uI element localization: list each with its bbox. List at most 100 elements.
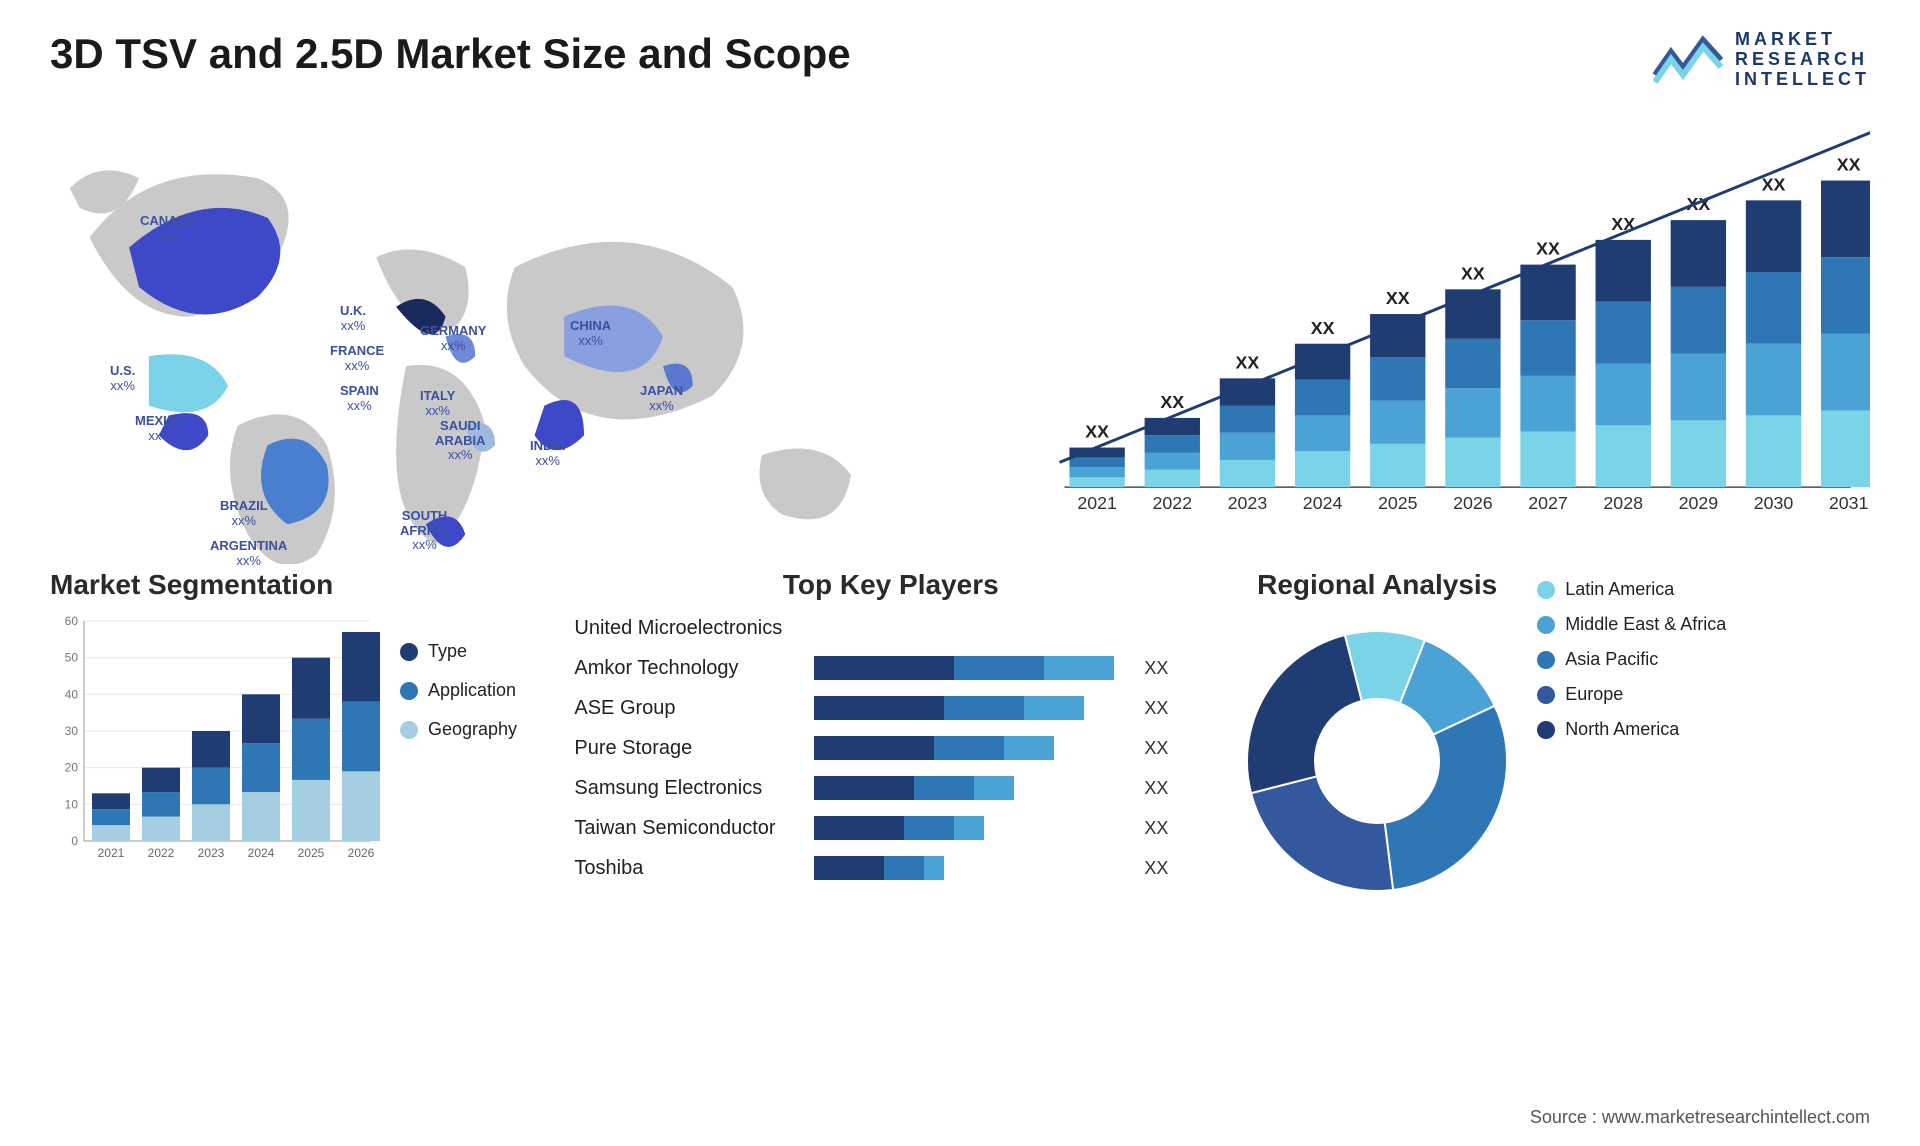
legend-label: Middle East & Africa xyxy=(1565,614,1726,635)
growth-bar-value: XX xyxy=(1461,264,1485,284)
growth-year-label: 2026 xyxy=(1453,493,1493,513)
seg-year-label: 2023 xyxy=(198,846,225,860)
legend-dot-icon xyxy=(1537,721,1555,739)
growth-bar-value: XX xyxy=(1235,353,1259,373)
regional-donut-chart xyxy=(1237,611,1517,891)
player-bar xyxy=(814,616,1134,640)
growth-bar-value: XX xyxy=(1686,195,1710,215)
player-bar-segment xyxy=(934,736,1004,760)
legend-dot-icon xyxy=(400,682,418,700)
growth-year-label: 2021 xyxy=(1077,493,1117,513)
map-label: ITALYxx% xyxy=(420,389,455,418)
seg-year-label: 2025 xyxy=(298,846,325,860)
growth-year-label: 2031 xyxy=(1828,493,1868,513)
segmentation-title: Market Segmentation xyxy=(50,569,544,601)
growth-year-label: 2027 xyxy=(1528,493,1568,513)
legend-dot-icon xyxy=(1537,581,1555,599)
seg-ytick: 20 xyxy=(65,761,79,775)
segmentation-panel: Market Segmentation 0 10 20 30 40 50 60 2021 202… xyxy=(50,569,544,891)
seg-legend-item: Type xyxy=(400,641,517,662)
player-name: ASE Group xyxy=(574,697,804,720)
regional-legend-item: North America xyxy=(1537,719,1726,740)
player-bar xyxy=(814,696,1134,720)
page-title: 3D TSV and 2.5D Market Size and Scope xyxy=(50,30,851,78)
player-bar-segment xyxy=(814,696,944,720)
growth-bar-value: XX xyxy=(1385,289,1409,309)
regional-legend-item: Asia Pacific xyxy=(1537,649,1726,670)
map-label: SOUTHAFRICAxx% xyxy=(400,509,449,552)
player-row: ASE Group XX xyxy=(574,691,1207,725)
map-label: SAUDIARABIAxx% xyxy=(435,419,486,462)
growth-year-label: 2028 xyxy=(1603,493,1643,513)
player-bar-segment xyxy=(814,776,914,800)
seg-ytick: 10 xyxy=(65,798,79,812)
player-bar-segment xyxy=(1004,736,1054,760)
legend-label: Geography xyxy=(428,719,517,740)
player-bar-segment xyxy=(924,856,944,880)
seg-ytick: 60 xyxy=(65,614,79,628)
seg-legend-item: Application xyxy=(400,680,517,701)
legend-label: Application xyxy=(428,680,516,701)
seg-year-label: 2026 xyxy=(348,846,375,860)
growth-chart: 2021XX2022XX2023XX2024XX2025XX2026XX2027… xyxy=(1020,109,1870,529)
legend-label: Asia Pacific xyxy=(1565,649,1658,670)
seg-ytick: 40 xyxy=(65,688,79,702)
player-name: United Microelectronics xyxy=(574,617,804,640)
player-value: XX xyxy=(1144,778,1168,799)
player-bar-segment xyxy=(814,736,934,760)
growth-bar-value: XX xyxy=(1160,392,1184,412)
player-bar-segment xyxy=(974,776,1014,800)
legend-dot-icon xyxy=(400,721,418,739)
growth-year-label: 2029 xyxy=(1678,493,1718,513)
seg-ytick: 50 xyxy=(65,651,79,665)
donut-slice xyxy=(1247,635,1362,793)
map-label: CANADAxx% xyxy=(140,214,196,243)
logo-line2: RESEARCH xyxy=(1735,50,1870,70)
logo-mark-icon xyxy=(1653,30,1723,85)
seg-ytick: 30 xyxy=(65,724,79,738)
world-map-icon xyxy=(50,109,980,564)
player-name: Amkor Technology xyxy=(574,657,804,680)
segmentation-legend: Type Application Geography xyxy=(400,611,517,871)
map-label: ARGENTINAxx% xyxy=(210,539,287,568)
player-row: Pure Storage XX xyxy=(574,731,1207,765)
legend-label: Latin America xyxy=(1565,579,1674,600)
regional-legend-item: Latin America xyxy=(1537,579,1726,600)
regional-title: Regional Analysis xyxy=(1237,569,1517,601)
player-bar-segment xyxy=(904,816,954,840)
regional-legend: Latin America Middle East & Africa Asia Pa… xyxy=(1537,569,1726,891)
player-bar-segment xyxy=(944,696,1024,720)
regional-legend-item: Europe xyxy=(1537,684,1726,705)
player-value: XX xyxy=(1144,698,1168,719)
seg-ytick: 0 xyxy=(71,834,78,848)
player-value: XX xyxy=(1144,738,1168,759)
player-bar xyxy=(814,656,1134,680)
player-name: Toshiba xyxy=(574,857,804,880)
seg-year-label: 2024 xyxy=(248,846,275,860)
growth-bar-value: XX xyxy=(1310,318,1334,338)
map-label: U.K.xx% xyxy=(340,304,366,333)
legend-dot-icon xyxy=(400,643,418,661)
growth-year-label: 2025 xyxy=(1378,493,1418,513)
player-row: United Microelectronics xyxy=(574,611,1207,645)
regional-legend-item: Middle East & Africa xyxy=(1537,614,1726,635)
map-label: FRANCExx% xyxy=(330,344,384,373)
player-bar-segment xyxy=(1024,696,1084,720)
source-attribution: Source : www.marketresearchintellect.com xyxy=(1530,1107,1870,1128)
legend-dot-icon xyxy=(1537,686,1555,704)
growth-bar-value: XX xyxy=(1836,155,1860,175)
player-bar xyxy=(814,816,1134,840)
player-name: Pure Storage xyxy=(574,737,804,760)
player-bar-segment xyxy=(954,816,984,840)
segmentation-chart: 0102030405060202120222023202420252026 xyxy=(50,611,380,871)
player-value: XX xyxy=(1144,818,1168,839)
player-value: XX xyxy=(1144,858,1168,879)
players-title: Top Key Players xyxy=(574,569,1207,601)
player-bar-segment xyxy=(884,856,924,880)
player-row: Samsung ElectronicsXX xyxy=(574,771,1207,805)
map-label: MEXICOxx% xyxy=(135,414,186,443)
growth-bar-value: XX xyxy=(1761,175,1785,195)
growth-year-label: 2023 xyxy=(1227,493,1267,513)
seg-year-label: 2021 xyxy=(98,846,125,860)
growth-bar-value: XX xyxy=(1536,239,1560,259)
